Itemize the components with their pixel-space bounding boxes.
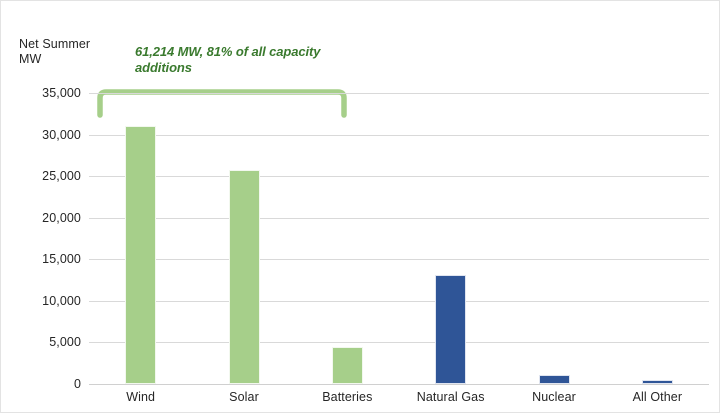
y-axis-tick-label: 35,000 <box>42 86 81 100</box>
plot-area <box>89 93 709 385</box>
x-axis-tick-label-nuclear: Nuclear <box>532 390 576 404</box>
gridline <box>89 217 709 219</box>
y-axis-tick-label: 10,000 <box>42 293 81 308</box>
bar-nuclear[interactable] <box>538 374 570 384</box>
gridline <box>89 342 709 344</box>
y-axis-tick-label: 15,000 <box>42 252 81 267</box>
y-axis-title: Net Summer MW <box>19 37 91 66</box>
gridline <box>89 384 709 385</box>
bar-wind[interactable] <box>125 126 157 384</box>
annotation-label: 61,214 MW, 81% of all capacity additions <box>135 44 321 75</box>
bar-all-other[interactable] <box>641 379 673 384</box>
bar-natural-gas[interactable] <box>435 275 467 384</box>
bar-solar[interactable] <box>228 170 260 384</box>
y-axis-tick-label: 0 <box>73 377 81 391</box>
x-axis-tick-label-all-other: All Other <box>632 390 683 404</box>
annotation-bracket-icon <box>97 89 347 118</box>
y-axis-tick-label: 25,000 <box>42 169 81 184</box>
bar-batteries[interactable] <box>331 346 363 384</box>
y-axis-tick-label: 5,000 <box>49 335 81 350</box>
x-axis-tick-label-natural-gas: Natural Gas <box>416 390 485 404</box>
gridline <box>89 134 709 136</box>
y-axis-tick-label: 20,000 <box>42 210 81 225</box>
y-axis-tick-label: 30,000 <box>42 127 81 142</box>
x-axis-tick-label-solar: Solar <box>229 390 259 404</box>
gridline <box>89 300 709 302</box>
gridline <box>89 259 709 261</box>
x-axis-tick-label-wind: Wind <box>126 390 156 404</box>
x-axis-tick-label-batteries: Batteries <box>322 390 373 404</box>
gridline <box>89 93 709 94</box>
gridline <box>89 176 709 178</box>
x-axis-labels: Wind Solar Batteries Natural Gas Nuclear All … <box>89 390 709 412</box>
